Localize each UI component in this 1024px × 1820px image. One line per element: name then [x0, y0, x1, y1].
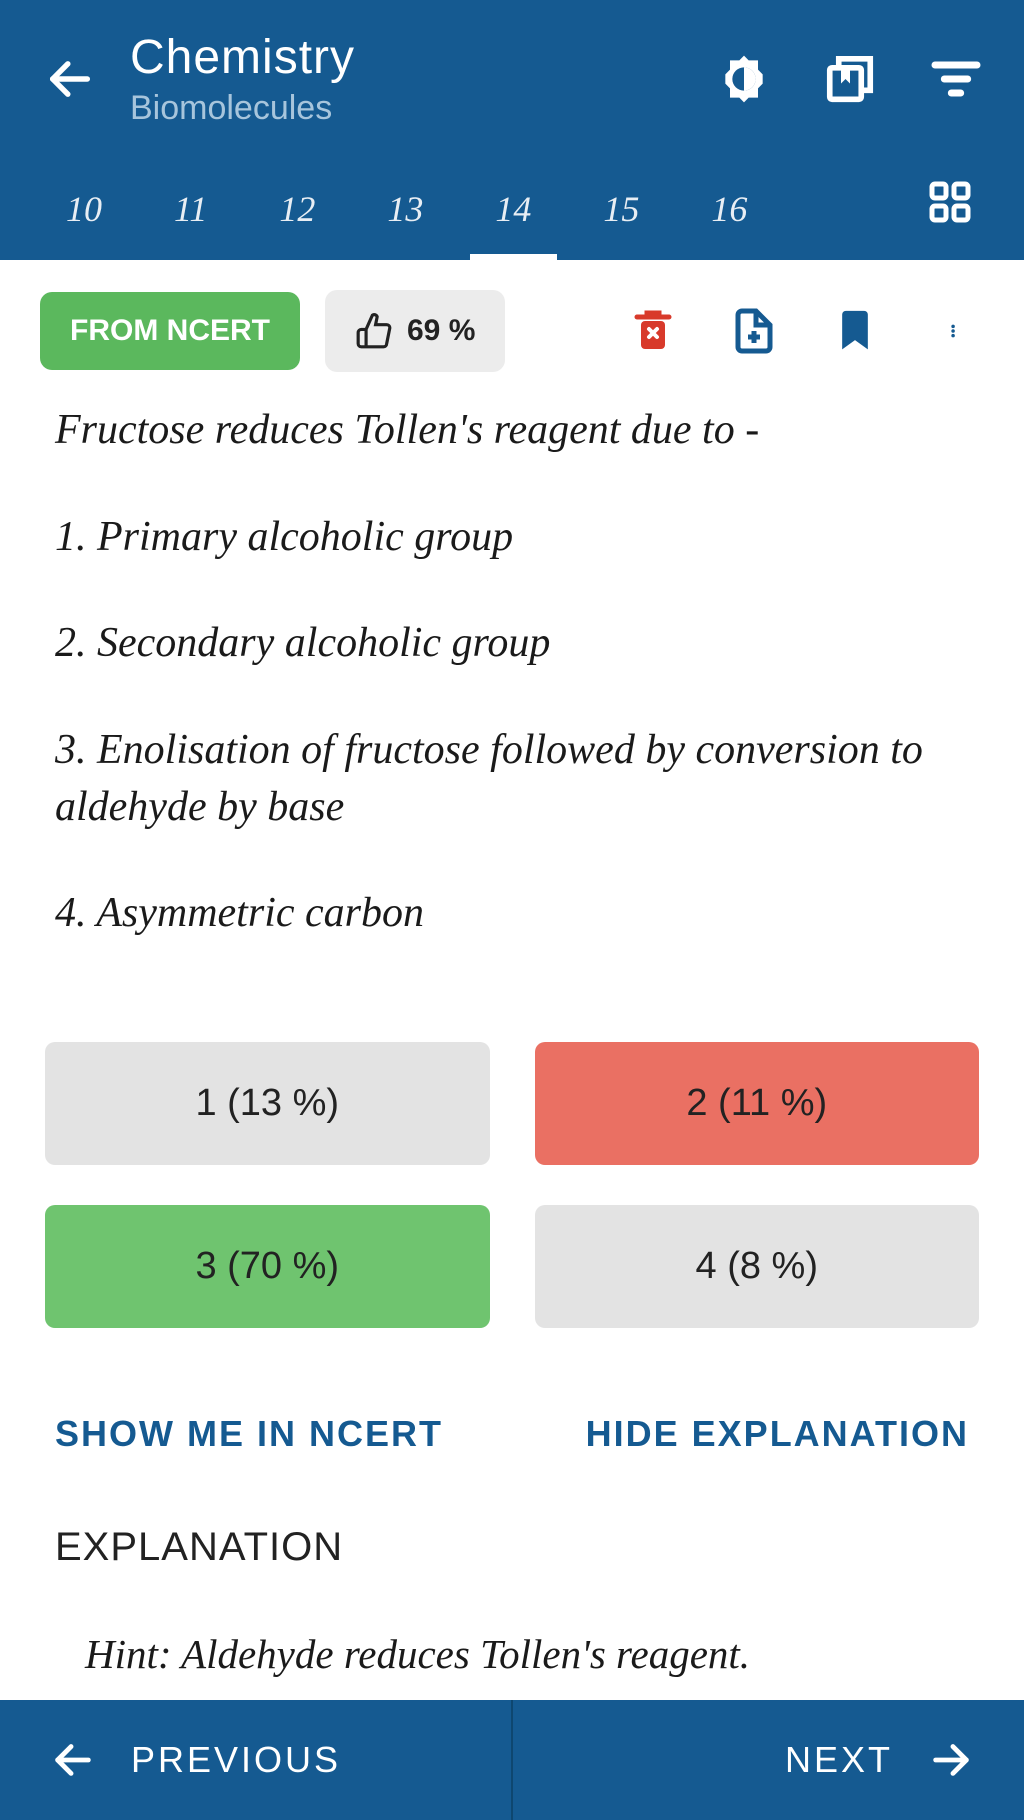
- add-note-button[interactable]: [726, 303, 782, 359]
- source-badge: FROM NCERT: [40, 292, 300, 370]
- next-label: NEXT: [785, 1739, 893, 1781]
- like-button[interactable]: 69 %: [325, 290, 505, 372]
- more-button[interactable]: [928, 303, 984, 359]
- question-toolbar: FROM NCERT 69 %: [0, 260, 1024, 392]
- arrow-left-icon: [50, 1737, 96, 1783]
- tab-10[interactable]: 10: [30, 168, 138, 260]
- bottom-nav: PREVIOUS NEXT: [0, 1700, 1024, 1820]
- answer-button-1[interactable]: 1 (13 %): [45, 1042, 490, 1165]
- tab-11[interactable]: 11: [138, 168, 243, 260]
- option-4: 4. Asymmetric carbon: [55, 885, 969, 942]
- previous-label: PREVIOUS: [131, 1739, 341, 1781]
- filter-icon: [928, 51, 984, 107]
- header-actions: [716, 51, 984, 107]
- question-tabs: 10 11 12 13 14 15 16: [0, 148, 1024, 260]
- hide-explanation-link[interactable]: HIDE EXPLANATION: [586, 1413, 969, 1455]
- thumbs-up-icon: [355, 312, 393, 350]
- delete-button[interactable]: [625, 303, 681, 359]
- more-vertical-icon: [949, 305, 963, 357]
- theme-toggle-button[interactable]: [716, 51, 772, 107]
- question-content: Fructose reduces Tollen's reagent due to…: [0, 392, 1024, 1012]
- bookmark-collection-icon: [823, 52, 877, 106]
- back-button[interactable]: [40, 49, 100, 109]
- bookmarks-button[interactable]: [822, 51, 878, 107]
- like-percent: 69 %: [407, 314, 475, 348]
- bookmark-icon: [833, 305, 877, 357]
- page-title: Chemistry: [130, 30, 686, 85]
- brightness-icon: [716, 51, 772, 107]
- explanation-block: EXPLANATION Hint: Aldehyde reduces Tolle…: [0, 1455, 1024, 1678]
- tab-13[interactable]: 13: [351, 168, 459, 260]
- toolbar-actions: [625, 303, 984, 359]
- tab-15[interactable]: 15: [567, 168, 675, 260]
- file-plus-icon: [730, 307, 778, 355]
- answer-button-3[interactable]: 3 (70 %): [45, 1205, 490, 1328]
- tab-12[interactable]: 12: [243, 168, 351, 260]
- answer-button-4[interactable]: 4 (8 %): [535, 1205, 980, 1328]
- bookmark-button[interactable]: [827, 303, 883, 359]
- answer-grid: 1 (13 %) 2 (11 %) 3 (70 %) 4 (8 %): [0, 1012, 1024, 1328]
- links-row: SHOW ME IN NCERT HIDE EXPLANATION: [0, 1328, 1024, 1455]
- app-header: Chemistry Biomolecules 10 11 12 13 14 15…: [0, 0, 1024, 260]
- trash-icon: [629, 307, 677, 355]
- tab-14[interactable]: 14: [459, 168, 567, 260]
- question-stem: Fructose reduces Tollen's reagent due to…: [55, 402, 969, 459]
- tab-16[interactable]: 16: [675, 168, 783, 260]
- option-3: 3. Enolisation of fructose followed by c…: [55, 722, 969, 835]
- previous-button[interactable]: PREVIOUS: [0, 1700, 513, 1820]
- header-top-row: Chemistry Biomolecules: [0, 0, 1024, 148]
- grid-view-button[interactable]: [926, 178, 994, 251]
- grid-icon: [926, 178, 974, 226]
- arrow-right-icon: [928, 1737, 974, 1783]
- filter-button[interactable]: [928, 51, 984, 107]
- show-in-ncert-link[interactable]: SHOW ME IN NCERT: [55, 1413, 443, 1455]
- title-block: Chemistry Biomolecules: [130, 30, 686, 128]
- explanation-hint: Hint: Aldehyde reduces Tollen's reagent.: [55, 1630, 969, 1678]
- option-2: 2. Secondary alcoholic group: [55, 615, 969, 672]
- option-1: 1. Primary alcoholic group: [55, 509, 969, 566]
- explanation-heading: EXPLANATION: [55, 1525, 969, 1570]
- next-button[interactable]: NEXT: [513, 1700, 1024, 1820]
- answer-button-2[interactable]: 2 (11 %): [535, 1042, 980, 1165]
- page-subtitle: Biomolecules: [130, 89, 686, 128]
- arrow-left-icon: [44, 53, 96, 105]
